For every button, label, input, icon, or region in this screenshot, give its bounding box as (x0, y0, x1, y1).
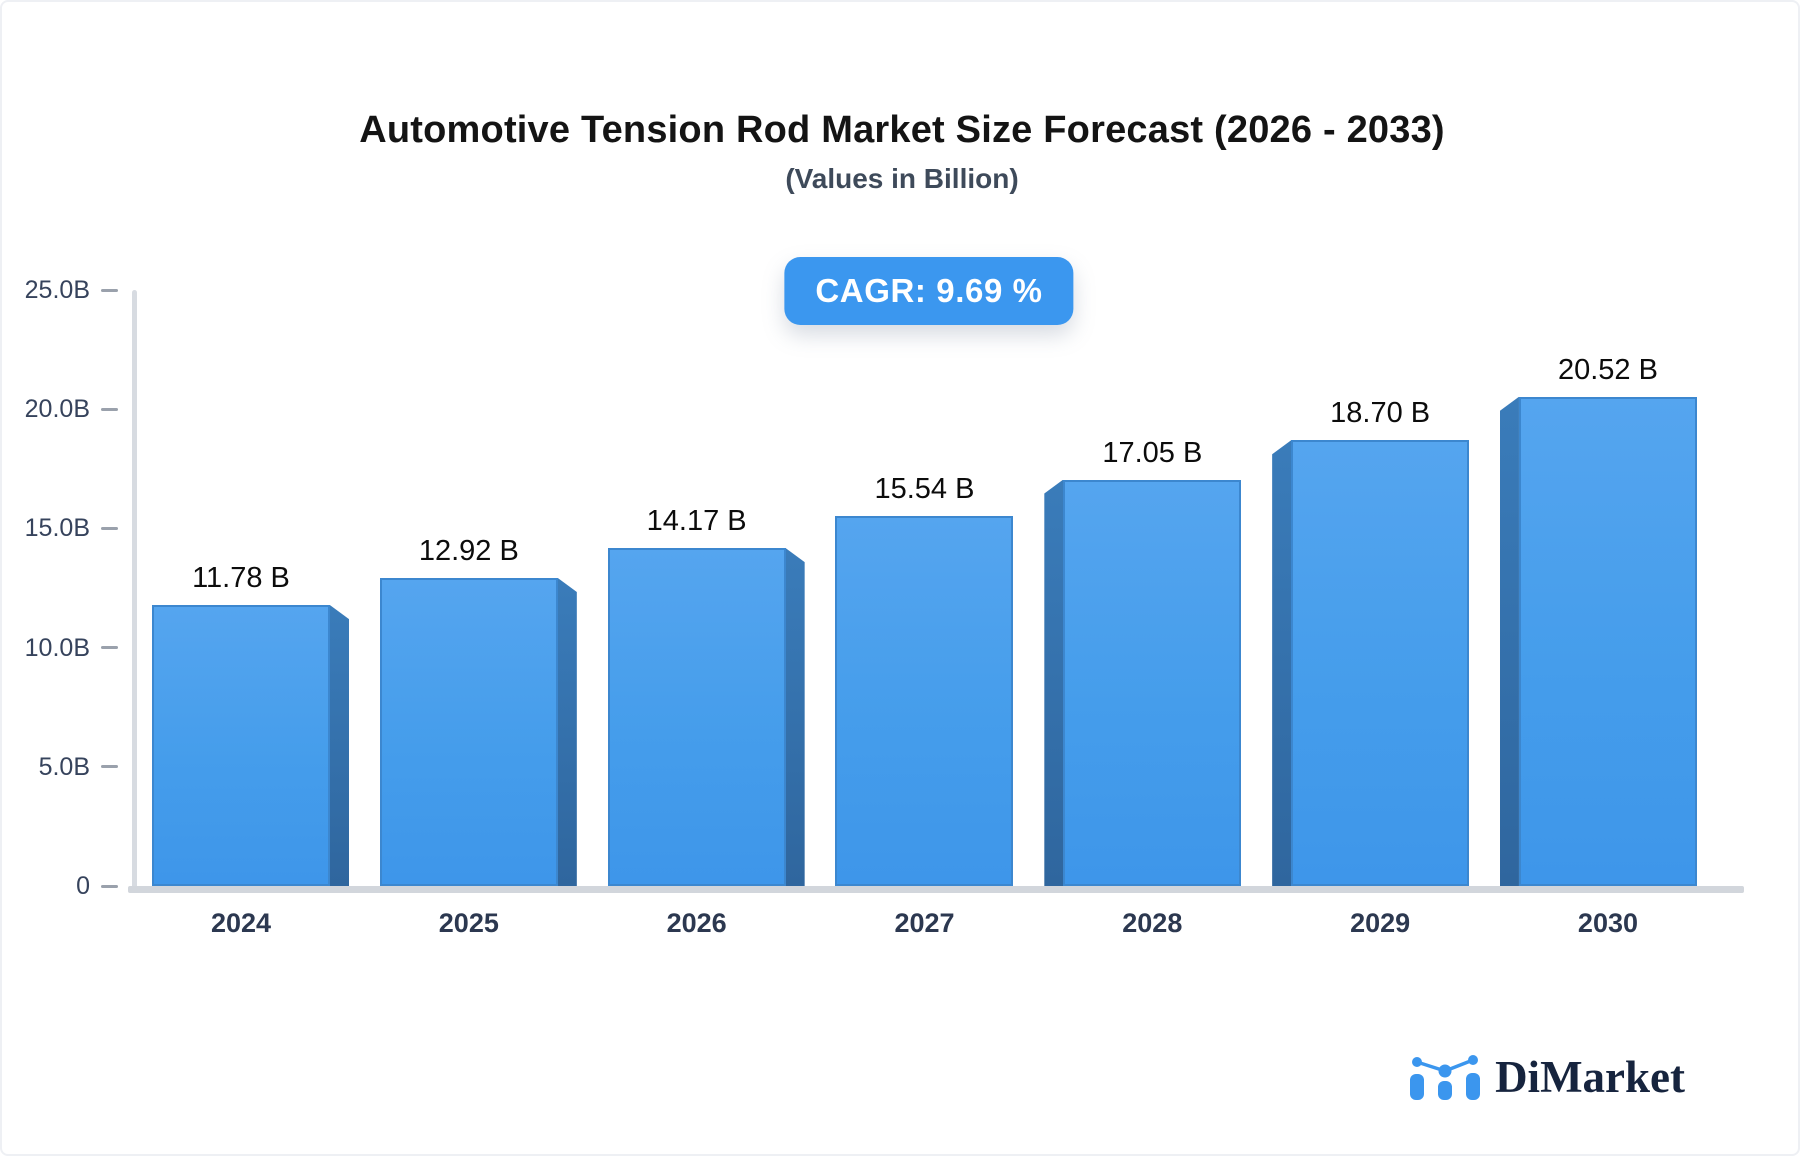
chart-title: Automotive Tension Rod Market Size Forec… (359, 109, 1445, 151)
y-tick-mark (101, 646, 118, 650)
bar-2027 (835, 515, 1014, 886)
y-tick-label: 10.0B (24, 633, 90, 662)
y-tick-label: 0 (76, 872, 90, 900)
x-axis-baseline (128, 886, 1744, 893)
x-tick-label: 2030 (1577, 908, 1638, 938)
x-tick-label: 2024 (210, 908, 272, 938)
brand-name: DiMarket (1495, 1052, 1685, 1102)
x-tick-label: 2027 (894, 908, 955, 938)
bar-value-label: 14.17 B (646, 505, 747, 538)
bar-side-panel (1044, 479, 1064, 886)
bar-2030 (1518, 396, 1697, 886)
bar-side-panel (330, 605, 349, 886)
bar-2025 (379, 577, 558, 886)
chart-subtitle: (Values in Billion) (785, 163, 1019, 194)
bar-value-label: 15.54 B (874, 472, 975, 505)
bar-value-label: 18.70 B (1330, 397, 1431, 430)
bar-side-panel (557, 577, 577, 886)
x-tick-label: 2025 (438, 908, 499, 938)
bar-2026 (607, 548, 786, 886)
cagr-badge: CAGR: 9.69 % (784, 257, 1074, 325)
bar-2024 (152, 605, 330, 886)
mini-bar-chart-logo-icon (1410, 1055, 1481, 1100)
y-tick-mark (101, 407, 118, 411)
y-tick-mark (101, 765, 118, 769)
bar-side-panel (785, 548, 805, 886)
x-tick-label: 2029 (1350, 908, 1411, 938)
brand-logo: DiMarket (1408, 1054, 1685, 1100)
y-tick-mark (101, 526, 118, 530)
bar-value-label: 17.05 B (1102, 436, 1203, 469)
y-tick-mark (101, 288, 118, 292)
bar-side-panel (1272, 440, 1292, 886)
bar-value-label: 20.52 B (1557, 353, 1658, 386)
y-tick-label: 15.0B (24, 514, 90, 543)
y-axis-line (132, 290, 137, 892)
x-tick-label: 2028 (1122, 908, 1183, 938)
bar-value-label: 12.92 B (418, 534, 519, 567)
y-tick-label: 5.0B (38, 752, 90, 781)
x-tick-label: 2026 (666, 908, 727, 938)
y-tick-mark (101, 884, 118, 888)
bar-2029 (1291, 440, 1470, 886)
bar-2028 (1063, 479, 1242, 886)
bar-value-label: 11.78 B (192, 562, 290, 595)
y-tick-label: 20.0B (24, 395, 90, 424)
y-tick-label: 25.0B (24, 276, 90, 304)
bar-side-panel (1499, 396, 1519, 886)
